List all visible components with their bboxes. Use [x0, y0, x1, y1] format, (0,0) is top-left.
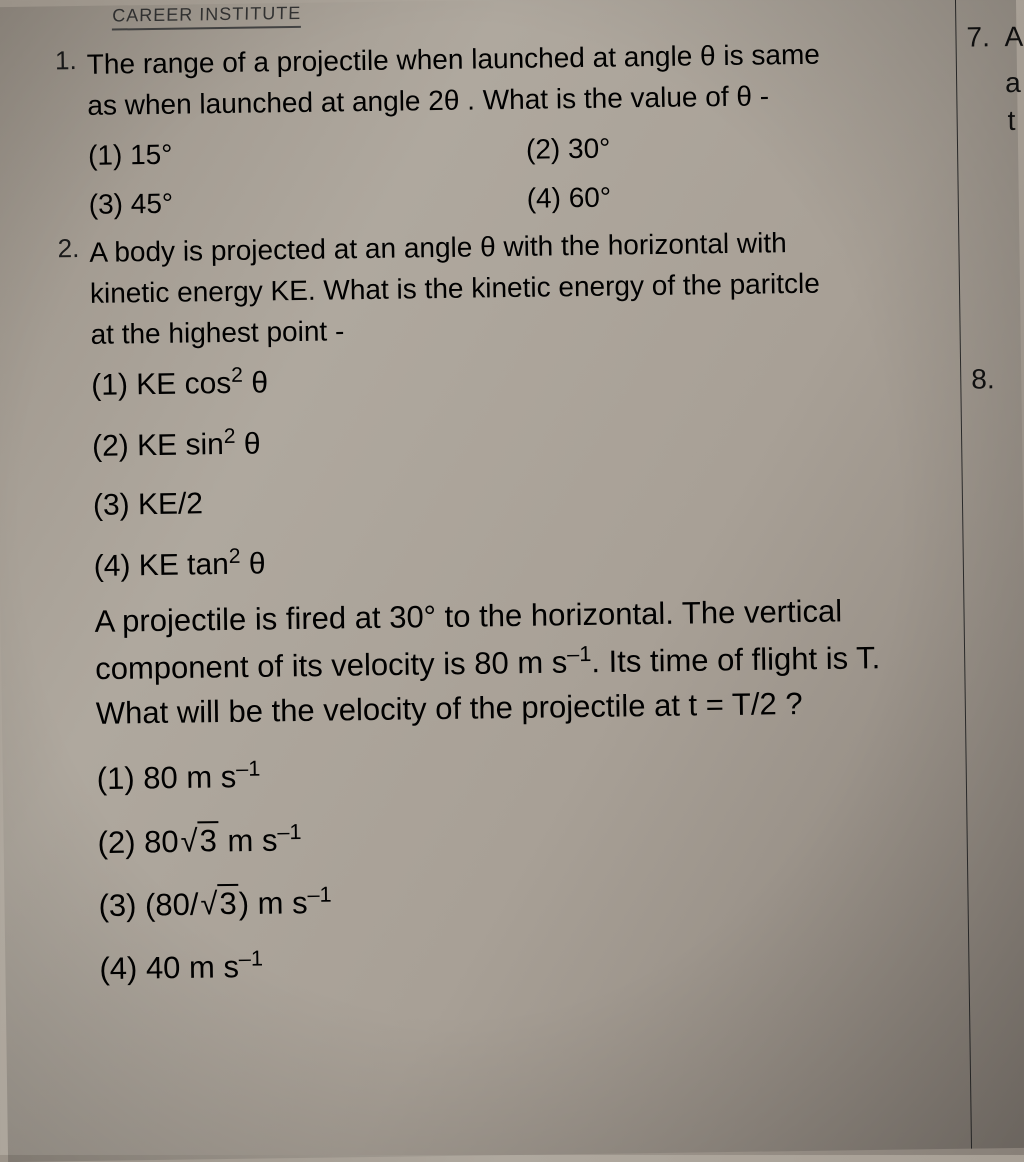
question-body: A body is projected at an angle θ with t…	[89, 221, 970, 596]
option-4: (4) KE tan2 θ	[93, 523, 970, 596]
page-content: CAREER INSTITUTE 1. The range of a proje…	[32, 0, 976, 1001]
side-qnum-7: 7.	[966, 21, 990, 53]
side-fragment: t	[1007, 105, 1015, 137]
options-list: (1) 80 m s–1 (2) 803 m s–1 (3) (80/3) m …	[96, 735, 975, 1000]
option-4: (4) 60°	[526, 168, 965, 223]
option-1: (1) 15°	[88, 126, 527, 181]
question-2: 2. A body is projected at an angle θ wit…	[35, 221, 970, 597]
question-number	[40, 600, 94, 601]
options-list: (1) KE cos2 θ (2) KE sin2 θ (3) KE/2 (4)…	[91, 343, 970, 596]
question-body: The range of a projectile when launched …	[87, 33, 965, 230]
side-fragment: a	[1005, 67, 1021, 99]
side-qnum-8: 8.	[971, 363, 995, 395]
question-number: 1.	[33, 45, 87, 77]
options-grid: (1) 15° (2) 30° (3) 45° (4) 60°	[88, 120, 965, 229]
option-2: (2) 30°	[526, 120, 965, 175]
question-number: 2.	[35, 233, 89, 265]
question-3: A projectile is fired at 30° to the hori…	[40, 588, 975, 1001]
option-3: (3) 45°	[88, 175, 527, 230]
question-body: A projectile is fired at 30° to the hori…	[94, 588, 976, 1000]
header-partial: CAREER INSTITUTE	[112, 3, 302, 31]
question-1: 1. The range of a projectile when launch…	[33, 33, 965, 230]
side-fragment: A	[1004, 21, 1023, 53]
option-4: (4) 40 m s–1	[99, 925, 976, 1000]
